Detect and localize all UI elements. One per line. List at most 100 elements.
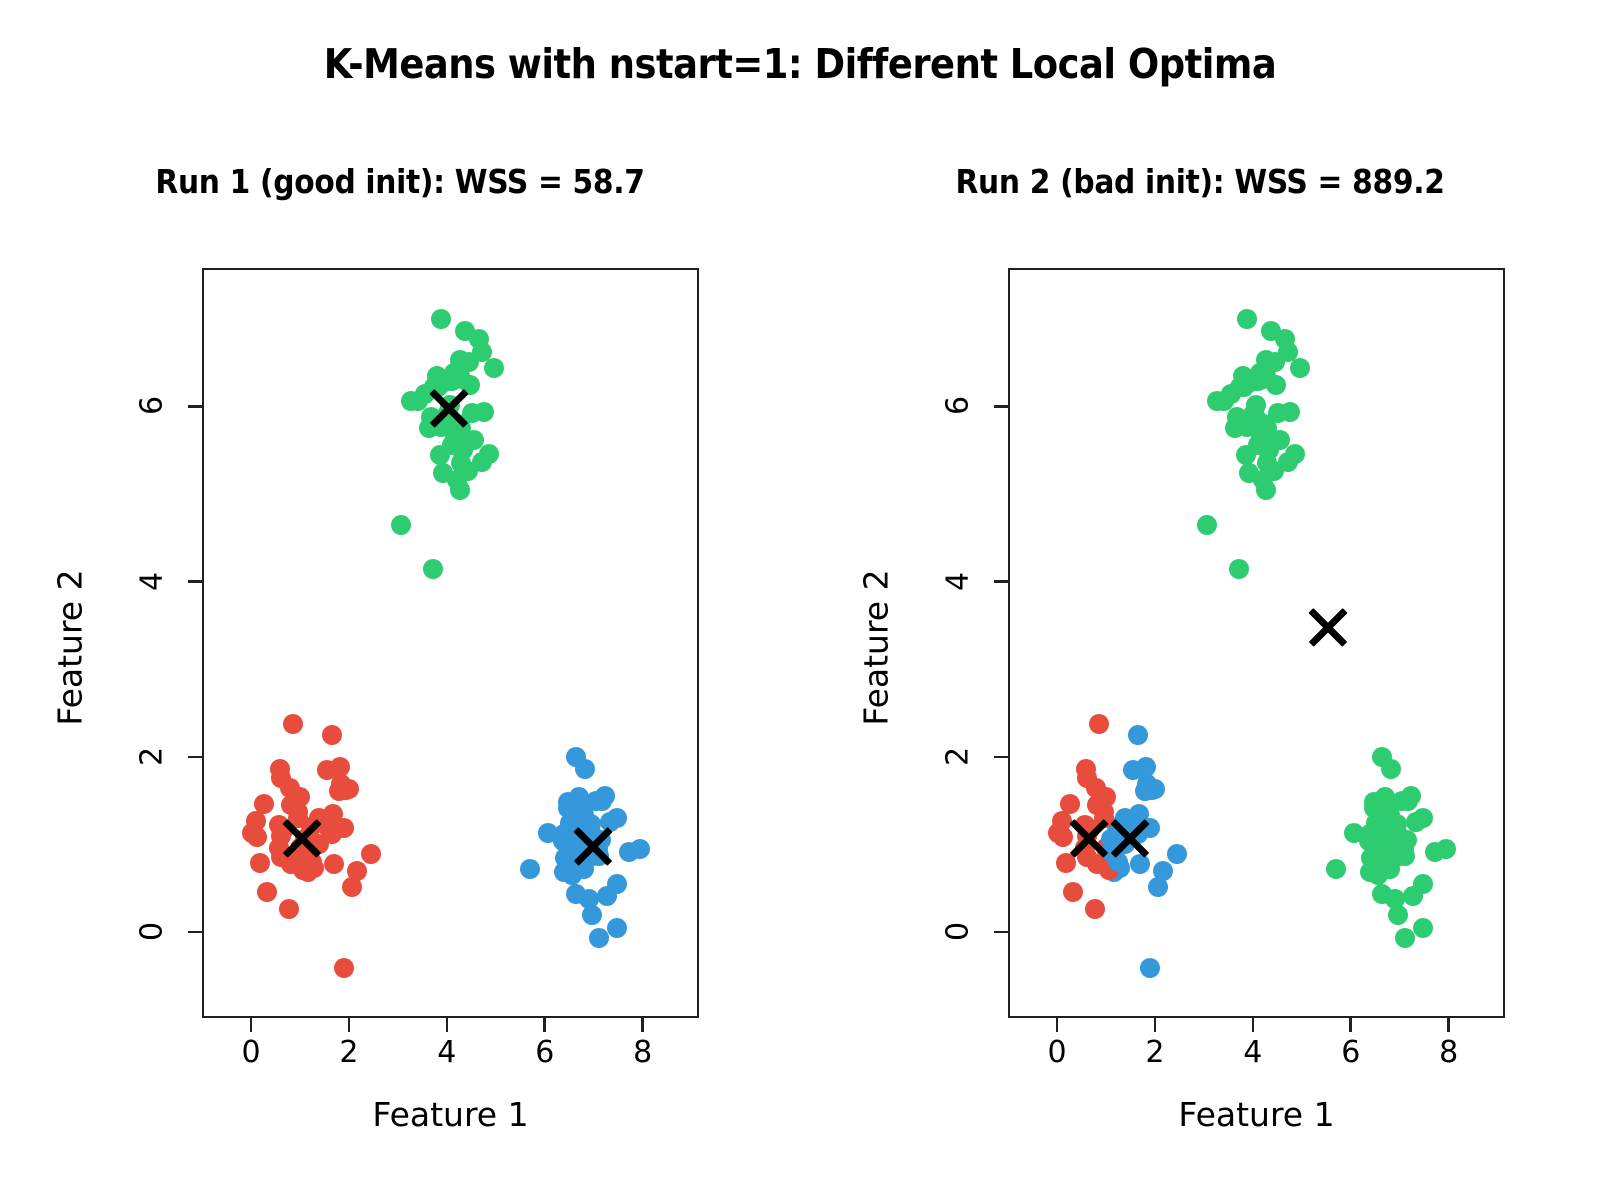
- data-point: [442, 434, 463, 455]
- data-point: [1385, 888, 1406, 909]
- data-point: [444, 362, 465, 383]
- data-point: [323, 803, 344, 824]
- page-title: K-Means with nstart=1: Different Local O…: [323, 40, 1277, 88]
- data-point: [1381, 811, 1402, 832]
- x-axis-label-run-2: Feature 1: [1178, 1095, 1335, 1134]
- y-tick-label: 0: [134, 922, 170, 942]
- data-point: [1076, 759, 1097, 780]
- data-point: [1059, 794, 1080, 815]
- y-tick-label: 4: [134, 571, 170, 591]
- data-point: [1391, 791, 1412, 812]
- data-point-outlier: [333, 957, 354, 978]
- data-point: [1253, 469, 1274, 490]
- data-point: [1245, 394, 1266, 415]
- x-tick-label: 0: [1047, 1035, 1067, 1070]
- data-point: [451, 453, 472, 474]
- data-point: [1381, 759, 1402, 780]
- data-point: [242, 822, 263, 843]
- data-point: [471, 451, 492, 472]
- data-point: [361, 843, 382, 864]
- x-axis-label-run-1: Feature 1: [372, 1095, 529, 1134]
- y-tick: [188, 405, 202, 408]
- data-point: [561, 864, 582, 885]
- data-point: [1388, 846, 1409, 867]
- x-tick: [1251, 1018, 1255, 1032]
- data-point: [585, 791, 606, 812]
- data-point: [1128, 724, 1149, 745]
- data-point: [1363, 791, 1384, 812]
- data-point: [607, 807, 628, 828]
- data-point: [1412, 918, 1433, 939]
- x-tick: [641, 1018, 644, 1032]
- data-point: [1220, 384, 1241, 405]
- y-tick-label: 2: [134, 746, 170, 766]
- data-point: [459, 351, 480, 372]
- data-point: [1413, 807, 1434, 828]
- data-point: [391, 514, 412, 535]
- data-point: [331, 773, 352, 794]
- data-point: [279, 898, 300, 919]
- data-point: [1343, 823, 1364, 844]
- data-point: [579, 888, 600, 909]
- data-point: [414, 384, 435, 405]
- data-point: [249, 853, 270, 874]
- data-point: [426, 366, 447, 387]
- data-point: [1167, 843, 1188, 864]
- y-axis-label-run-1: Feature 2: [50, 569, 90, 726]
- data-point: [1232, 366, 1253, 387]
- data-point: [422, 558, 443, 579]
- scatter-plot-run-1[interactable]: [202, 268, 699, 1018]
- data-point: [322, 724, 343, 745]
- x-tick-label: 6: [1341, 1035, 1361, 1070]
- x-tick: [1447, 1018, 1450, 1032]
- y-tick: [188, 755, 202, 759]
- data-point: [1130, 854, 1151, 875]
- y-tick: [994, 930, 1008, 934]
- data-point: [1148, 877, 1169, 898]
- data-point: [430, 309, 451, 330]
- x-tick: [1055, 1018, 1059, 1032]
- data-point: [483, 358, 504, 379]
- data-point: [581, 905, 602, 926]
- data-point: [1114, 834, 1135, 855]
- y-tick-label: 6: [134, 396, 170, 416]
- panel-run-1: Run 1 (good init): WSS = 58.7 Feature 1 …: [50, 162, 699, 1134]
- data-point: [469, 328, 490, 349]
- y-tick-label: 6: [940, 396, 976, 416]
- y-tick: [994, 580, 1008, 583]
- data-point: [1088, 714, 1109, 735]
- data-point: [519, 859, 540, 880]
- y-tick-label: 4: [940, 571, 976, 591]
- data-point: [1074, 815, 1095, 836]
- x-tick: [1349, 1018, 1352, 1032]
- data-point: [447, 469, 468, 490]
- x-tick: [347, 1018, 351, 1032]
- data-point: [1055, 853, 1076, 874]
- data-point: [347, 861, 368, 882]
- x-tick: [249, 1018, 253, 1032]
- data-point: [1424, 841, 1445, 862]
- data-point: [1395, 928, 1416, 949]
- data-point: [270, 759, 291, 780]
- data-point: [589, 928, 610, 949]
- x-tick: [543, 1018, 546, 1032]
- data-point: [1387, 905, 1408, 926]
- y-tick: [188, 930, 202, 934]
- scatter-plot-run-2[interactable]: [1008, 268, 1505, 1018]
- panel-title-run-1: Run 1 (good init): WSS = 58.7: [155, 162, 645, 201]
- data-point: [1228, 558, 1249, 579]
- data-point: [575, 759, 596, 780]
- y-axis-label-run-2: Feature 2: [856, 569, 896, 726]
- data-point: [256, 881, 277, 902]
- data-point: [439, 394, 460, 415]
- data-point: [618, 841, 639, 862]
- data-point: [282, 714, 303, 735]
- data-point: [1062, 881, 1083, 902]
- data-point: [575, 811, 596, 832]
- x-tick-label: 8: [1439, 1035, 1459, 1070]
- data-point: [606, 918, 627, 939]
- x-tick-label: 2: [339, 1035, 359, 1070]
- data-point: [333, 817, 354, 838]
- data-point: [324, 854, 345, 875]
- data-point: [253, 794, 274, 815]
